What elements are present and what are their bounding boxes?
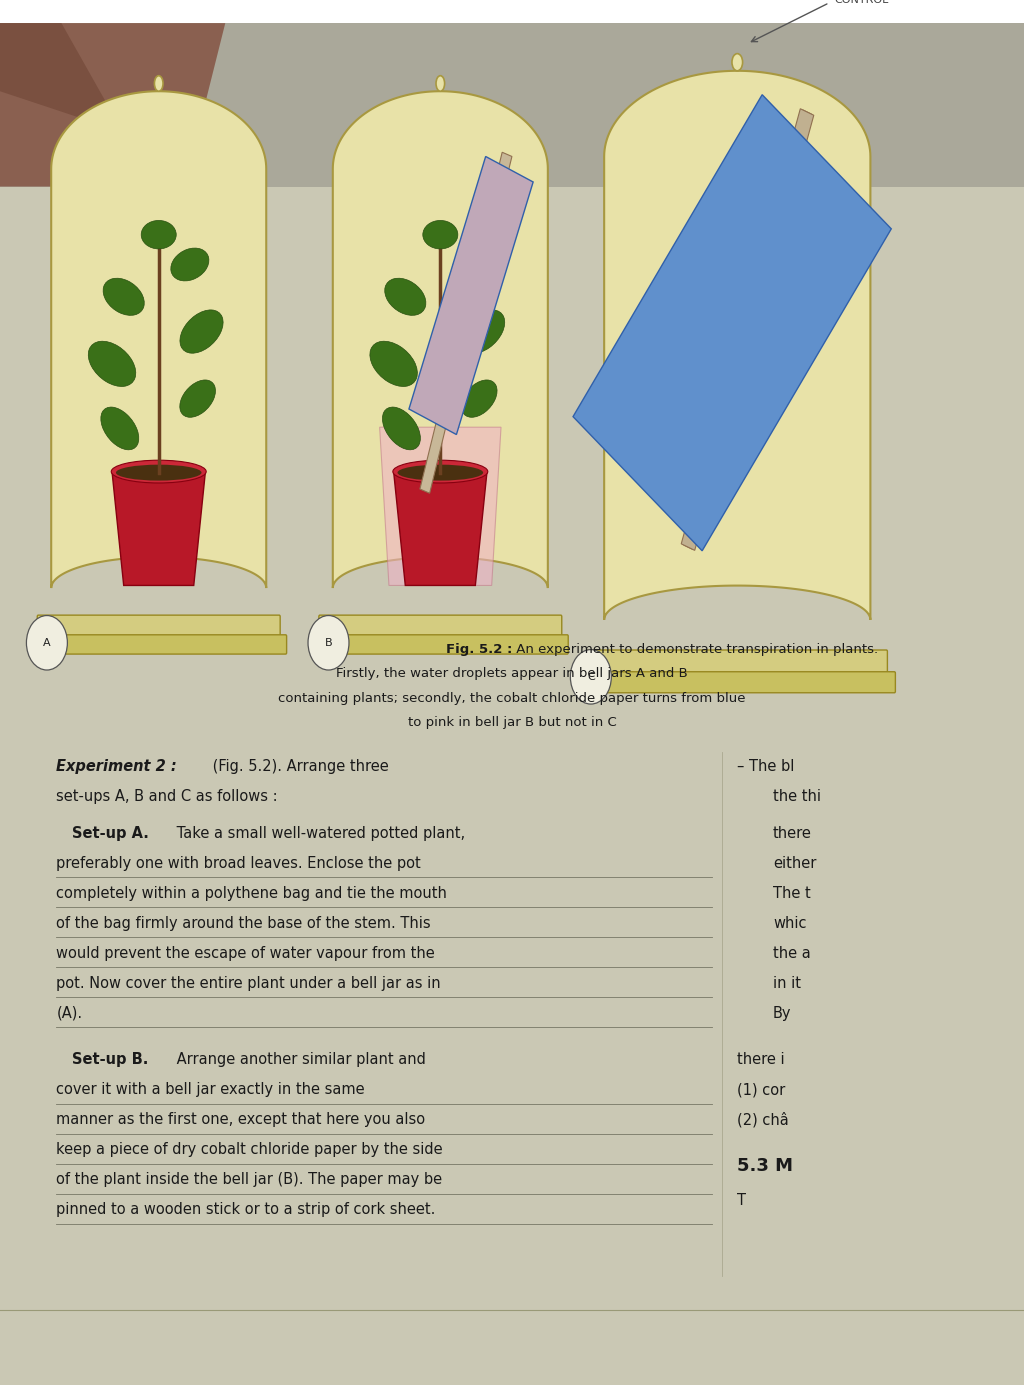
Text: By: By bbox=[773, 1006, 792, 1021]
Ellipse shape bbox=[453, 248, 490, 281]
FancyBboxPatch shape bbox=[31, 634, 287, 654]
Circle shape bbox=[308, 615, 349, 670]
Ellipse shape bbox=[382, 407, 421, 450]
Text: whic: whic bbox=[773, 915, 807, 931]
Polygon shape bbox=[409, 157, 534, 435]
Text: set-ups A, B and C as follows :: set-ups A, B and C as follows : bbox=[56, 788, 278, 803]
Polygon shape bbox=[0, 24, 123, 132]
Text: (A).: (A). bbox=[56, 1006, 83, 1021]
Text: – The bl: – The bl bbox=[737, 759, 795, 774]
Text: the a: the a bbox=[773, 946, 811, 961]
Ellipse shape bbox=[436, 76, 444, 91]
Text: pinned to a wooden stick or to a strip of cork sheet.: pinned to a wooden stick or to a strip o… bbox=[56, 1202, 435, 1217]
FancyBboxPatch shape bbox=[312, 634, 568, 654]
Ellipse shape bbox=[180, 310, 223, 353]
Polygon shape bbox=[681, 109, 814, 550]
Text: containing plants; secondly, the cobalt chloride paper turns from blue: containing plants; secondly, the cobalt … bbox=[279, 692, 745, 705]
Text: keep a piece of dry cobalt chloride paper by the side: keep a piece of dry cobalt chloride pape… bbox=[56, 1143, 443, 1156]
Text: 5.3 M: 5.3 M bbox=[737, 1156, 794, 1174]
Text: Experiment 2 :: Experiment 2 : bbox=[56, 759, 177, 774]
Text: T: T bbox=[737, 1192, 746, 1208]
Text: pot. Now cover the entire plant under a bell jar as in: pot. Now cover the entire plant under a … bbox=[56, 976, 441, 990]
Polygon shape bbox=[0, 24, 225, 187]
Ellipse shape bbox=[370, 341, 418, 386]
Ellipse shape bbox=[171, 248, 209, 281]
Ellipse shape bbox=[180, 379, 215, 417]
Text: cover it with a bell jar exactly in the same: cover it with a bell jar exactly in the … bbox=[56, 1082, 365, 1097]
Ellipse shape bbox=[141, 220, 176, 249]
Polygon shape bbox=[112, 472, 206, 586]
FancyBboxPatch shape bbox=[580, 672, 895, 692]
Ellipse shape bbox=[732, 54, 742, 71]
Text: An experiment to demonstrate transpiration in plants.: An experiment to demonstrate transpirati… bbox=[512, 643, 879, 655]
Text: of the plant inside the bell jar (B). The paper may be: of the plant inside the bell jar (B). Th… bbox=[56, 1172, 442, 1187]
Text: Set-up B.: Set-up B. bbox=[72, 1053, 148, 1068]
Polygon shape bbox=[604, 71, 870, 620]
Polygon shape bbox=[333, 91, 548, 589]
Ellipse shape bbox=[116, 464, 202, 481]
Text: the thi: the thi bbox=[773, 788, 821, 803]
Ellipse shape bbox=[397, 464, 483, 481]
Polygon shape bbox=[684, 109, 811, 550]
Text: to pink in bell jar B but not in C: to pink in bell jar B but not in C bbox=[408, 716, 616, 730]
Ellipse shape bbox=[155, 76, 163, 91]
Text: B: B bbox=[325, 637, 333, 648]
Text: C: C bbox=[587, 672, 595, 681]
Text: there: there bbox=[773, 825, 812, 841]
Text: in it: in it bbox=[773, 976, 801, 990]
Ellipse shape bbox=[112, 460, 206, 483]
Ellipse shape bbox=[462, 310, 505, 353]
Circle shape bbox=[570, 650, 611, 704]
Polygon shape bbox=[0, 187, 1024, 1385]
Ellipse shape bbox=[393, 460, 487, 483]
Text: preferably one with broad leaves. Enclose the pot: preferably one with broad leaves. Enclos… bbox=[56, 856, 421, 871]
Text: (1) cor: (1) cor bbox=[737, 1082, 785, 1097]
FancyBboxPatch shape bbox=[318, 615, 562, 641]
Polygon shape bbox=[51, 91, 266, 589]
Text: Set-up A.: Set-up A. bbox=[72, 825, 148, 841]
Text: manner as the first one, except that here you also: manner as the first one, except that her… bbox=[56, 1112, 425, 1127]
Polygon shape bbox=[380, 427, 501, 586]
Text: either: either bbox=[773, 856, 816, 871]
Text: completely within a polythene bag and tie the mouth: completely within a polythene bag and ti… bbox=[56, 886, 447, 900]
Circle shape bbox=[27, 615, 68, 670]
Text: there i: there i bbox=[737, 1053, 785, 1068]
Text: (2) châ: (2) châ bbox=[737, 1112, 790, 1127]
FancyBboxPatch shape bbox=[587, 650, 888, 679]
Ellipse shape bbox=[385, 278, 426, 316]
Text: Firstly, the water droplets appear in bell jars A and B: Firstly, the water droplets appear in be… bbox=[336, 668, 688, 680]
Text: (Fig. 5.2). Arrange three: (Fig. 5.2). Arrange three bbox=[208, 759, 389, 774]
Text: A: A bbox=[43, 637, 51, 648]
Text: Arrange another similar plant and: Arrange another similar plant and bbox=[172, 1053, 426, 1068]
Ellipse shape bbox=[423, 220, 458, 249]
FancyBboxPatch shape bbox=[37, 615, 281, 641]
Text: would prevent the escape of water vapour from the: would prevent the escape of water vapour… bbox=[56, 946, 435, 961]
Text: The t: The t bbox=[773, 886, 811, 900]
Text: Take a small well-watered potted plant,: Take a small well-watered potted plant, bbox=[172, 825, 465, 841]
Text: Fig. 5.2 :: Fig. 5.2 : bbox=[445, 643, 512, 655]
Ellipse shape bbox=[462, 379, 497, 417]
Ellipse shape bbox=[100, 407, 139, 450]
Text: CONTROL: CONTROL bbox=[835, 0, 889, 6]
Ellipse shape bbox=[88, 341, 136, 386]
Polygon shape bbox=[573, 94, 891, 551]
Polygon shape bbox=[0, 24, 1024, 187]
Polygon shape bbox=[393, 472, 487, 586]
Ellipse shape bbox=[103, 278, 144, 316]
Text: of the bag firmly around the base of the stem. This: of the bag firmly around the base of the… bbox=[56, 915, 431, 931]
Polygon shape bbox=[420, 152, 512, 493]
